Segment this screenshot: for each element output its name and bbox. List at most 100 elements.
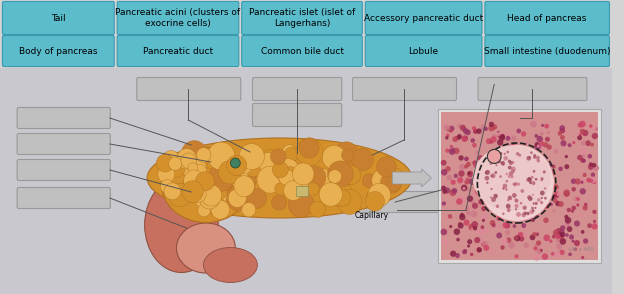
Circle shape: [563, 189, 570, 196]
Circle shape: [514, 204, 519, 208]
Circle shape: [280, 167, 300, 186]
Circle shape: [499, 175, 502, 178]
Circle shape: [218, 161, 241, 184]
Circle shape: [559, 125, 565, 131]
Circle shape: [537, 198, 540, 202]
Circle shape: [201, 185, 222, 206]
Circle shape: [555, 231, 562, 238]
Circle shape: [476, 247, 482, 253]
Circle shape: [582, 159, 586, 163]
Circle shape: [456, 238, 460, 241]
Circle shape: [514, 177, 520, 183]
Circle shape: [530, 151, 533, 154]
Circle shape: [560, 238, 564, 242]
Circle shape: [522, 213, 526, 217]
Circle shape: [511, 169, 515, 173]
Circle shape: [590, 143, 594, 147]
Circle shape: [560, 225, 565, 231]
Circle shape: [585, 140, 591, 146]
Circle shape: [568, 253, 572, 256]
Text: Capillary: Capillary: [355, 211, 389, 220]
Circle shape: [343, 166, 361, 185]
Text: Body of pancreas: Body of pancreas: [19, 46, 97, 56]
Circle shape: [310, 201, 326, 218]
Circle shape: [541, 177, 544, 180]
Circle shape: [467, 171, 471, 175]
Circle shape: [200, 189, 220, 209]
Circle shape: [581, 141, 586, 145]
Circle shape: [526, 178, 529, 182]
FancyBboxPatch shape: [117, 1, 239, 34]
Circle shape: [543, 170, 546, 173]
Circle shape: [511, 136, 517, 141]
Circle shape: [558, 233, 563, 240]
Circle shape: [574, 220, 580, 227]
Circle shape: [589, 124, 593, 128]
Circle shape: [514, 183, 517, 186]
Circle shape: [508, 175, 510, 178]
Circle shape: [518, 153, 521, 157]
Circle shape: [466, 162, 471, 167]
Circle shape: [486, 138, 492, 144]
Circle shape: [328, 170, 341, 183]
Text: Common bile duct: Common bile duct: [261, 46, 344, 56]
Circle shape: [527, 208, 532, 214]
Circle shape: [449, 126, 454, 131]
Text: Head of pancreas: Head of pancreas: [507, 14, 587, 23]
Circle shape: [449, 148, 454, 152]
Circle shape: [520, 188, 524, 191]
Circle shape: [284, 181, 303, 201]
Circle shape: [533, 191, 539, 197]
Circle shape: [587, 223, 592, 228]
Circle shape: [527, 215, 532, 221]
Circle shape: [476, 128, 482, 134]
Circle shape: [537, 136, 543, 142]
Circle shape: [457, 177, 463, 183]
Circle shape: [584, 203, 588, 206]
Circle shape: [548, 164, 551, 167]
Circle shape: [499, 181, 504, 186]
Circle shape: [481, 177, 485, 182]
Circle shape: [522, 148, 528, 154]
Circle shape: [534, 134, 538, 138]
Circle shape: [547, 144, 552, 150]
Circle shape: [529, 150, 534, 156]
Circle shape: [507, 199, 509, 201]
Circle shape: [303, 166, 326, 189]
Circle shape: [457, 223, 464, 229]
Circle shape: [531, 176, 534, 178]
Circle shape: [458, 170, 465, 177]
Circle shape: [183, 170, 205, 191]
Circle shape: [212, 172, 230, 190]
Circle shape: [322, 145, 346, 170]
Circle shape: [556, 228, 561, 233]
Circle shape: [292, 180, 314, 203]
Circle shape: [586, 178, 591, 183]
Circle shape: [575, 178, 581, 185]
Circle shape: [560, 140, 567, 146]
Circle shape: [505, 132, 512, 139]
Circle shape: [517, 148, 522, 153]
Circle shape: [512, 224, 516, 228]
Circle shape: [552, 195, 557, 199]
Circle shape: [257, 166, 283, 193]
Circle shape: [534, 154, 536, 157]
Circle shape: [592, 180, 597, 184]
Circle shape: [514, 254, 519, 258]
Circle shape: [567, 226, 572, 232]
FancyBboxPatch shape: [485, 36, 610, 66]
Circle shape: [365, 191, 384, 211]
Circle shape: [530, 234, 535, 240]
Circle shape: [485, 170, 490, 175]
Circle shape: [510, 175, 514, 178]
Circle shape: [504, 156, 508, 161]
Bar: [0, 68, 612, 294]
Circle shape: [574, 240, 580, 246]
Circle shape: [485, 188, 491, 196]
Circle shape: [444, 124, 451, 131]
Circle shape: [239, 156, 261, 178]
Circle shape: [540, 199, 547, 206]
Circle shape: [542, 253, 548, 260]
Circle shape: [552, 209, 555, 213]
Circle shape: [447, 175, 452, 181]
